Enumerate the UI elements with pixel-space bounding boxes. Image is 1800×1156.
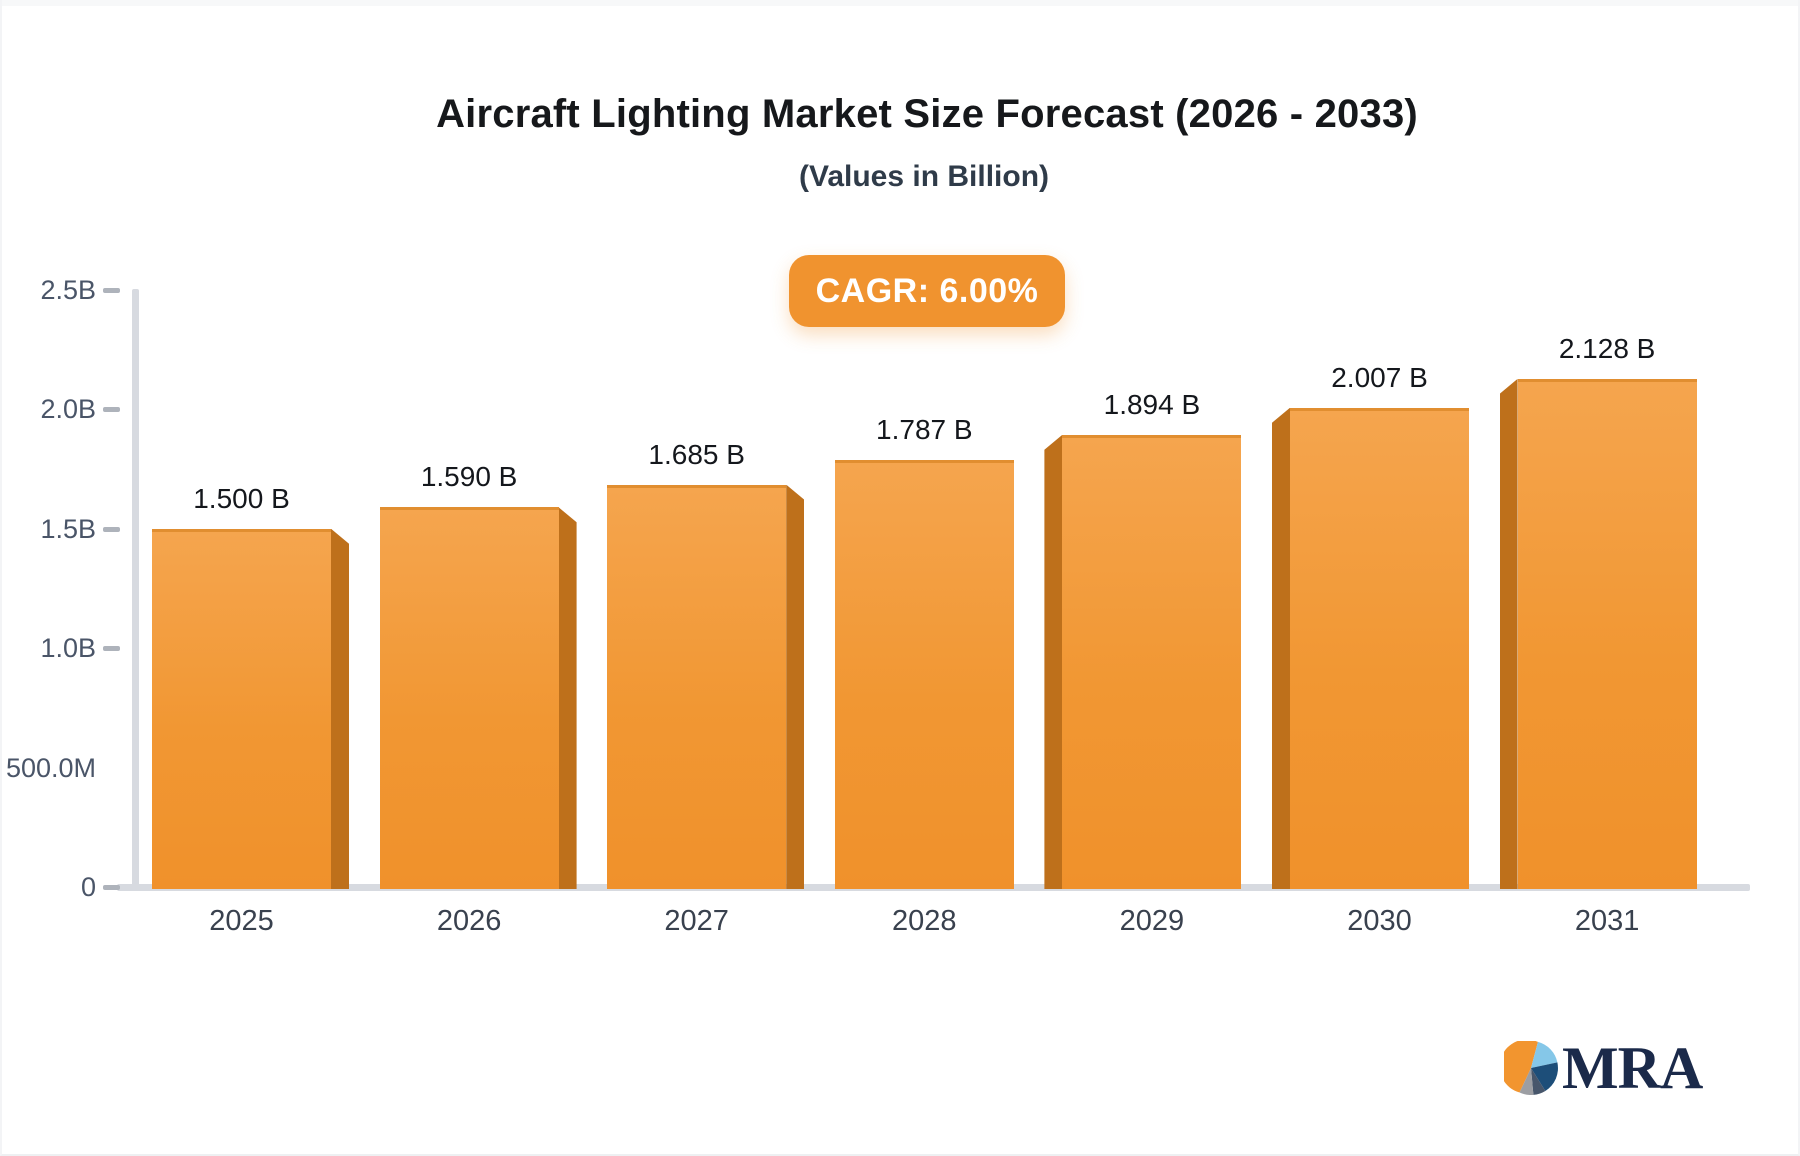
bar [1062, 434, 1242, 889]
bar-group [589, 484, 805, 889]
bar-3d-side-face [1499, 378, 1518, 889]
x-axis-category-label: 2031 [1574, 905, 1640, 937]
y-axis-tick-label: 500.0M [5, 752, 96, 783]
x-axis-category-label: 2030 [1347, 905, 1412, 937]
x-axis-category-label: 2028 [892, 905, 957, 937]
bar-3d-side-face [331, 528, 349, 889]
bar [1290, 407, 1469, 889]
bar [152, 528, 331, 889]
bar [834, 460, 1014, 889]
bar [607, 484, 787, 889]
brand-logo: MRA [1504, 1035, 1703, 1101]
page-subtitle: (Values in Billion) [798, 160, 1050, 193]
bar-group [362, 507, 577, 889]
pie-wedge-navy [1531, 1062, 1558, 1091]
x-axis-category-label: 2027 [664, 905, 729, 937]
bar-value-label: 2.128 B [1558, 332, 1656, 364]
pie-logo-icon [1504, 1041, 1558, 1095]
bar-group [817, 460, 1032, 889]
bar-group [1044, 434, 1259, 889]
y-axis-tick-mark [103, 288, 120, 293]
x-axis-category-label: 2029 [1119, 905, 1185, 937]
bar-3d-side-face [1272, 407, 1290, 889]
cagr-badge-label: CAGR: 6.00% [815, 271, 1039, 310]
pie-wedge-slate [1531, 1068, 1546, 1095]
y-axis-tick-mark [103, 526, 120, 532]
bar-group [134, 528, 349, 889]
bar-group [1499, 378, 1715, 889]
x-axis-category-label: 2026 [436, 905, 502, 937]
bar-value-label: 1.787 B [876, 414, 973, 446]
y-axis-tick-mark [103, 646, 120, 652]
y-axis-tick-label: 0 [80, 872, 96, 902]
y-axis-tick-mark [103, 407, 120, 413]
bar-value-label: 1.685 B [648, 438, 745, 470]
brand-logo-text: MRA [1562, 1035, 1703, 1101]
y-axis-tick-label: 2.0B [40, 394, 96, 425]
bar [379, 507, 559, 889]
bar-value-label: 2.007 B [1331, 361, 1428, 393]
cagr-badge: CAGR: 6.00% [789, 255, 1065, 327]
pie-wedge-lightblue [1531, 1041, 1558, 1068]
bar-3d-side-face [786, 484, 805, 889]
y-axis-tick-mark [103, 885, 120, 890]
y-axis-tick-label: 1.0B [40, 633, 96, 664]
y-axis-line [132, 289, 139, 890]
x-axis-category-label: 2025 [209, 905, 274, 937]
pie-wedge-orange [1504, 1041, 1538, 1093]
page-title: Aircraft Lighting Market Size Forecast (… [436, 92, 1418, 136]
bar-3d-side-face [1044, 434, 1063, 889]
bar-3d-side-face [558, 507, 577, 889]
bar-value-label: 1.500 B [193, 482, 290, 514]
y-axis-tick-label: 1.5B [40, 513, 96, 544]
top-edge-strip [2, 0, 1798, 6]
bar-value-label: 1.894 B [1103, 388, 1201, 420]
y-axis-tick-label: 2.5B [40, 275, 96, 305]
bar-value-label: 1.590 B [420, 461, 518, 493]
bar-group [1272, 407, 1487, 889]
bar [1517, 378, 1697, 889]
pie-wedge-gray [1519, 1068, 1534, 1095]
